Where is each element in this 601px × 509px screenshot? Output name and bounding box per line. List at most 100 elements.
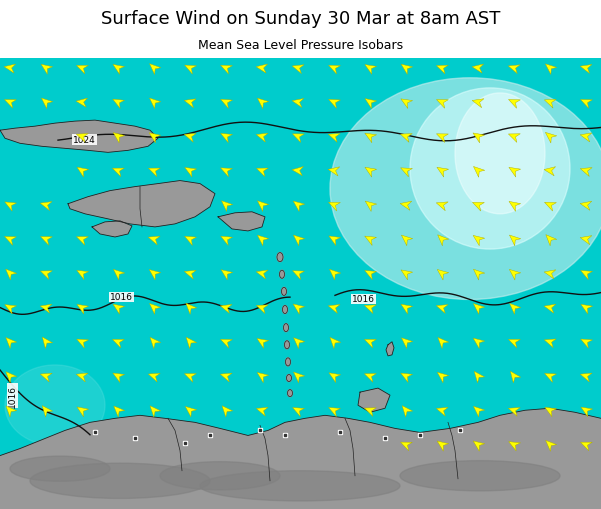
Polygon shape (293, 338, 305, 349)
Polygon shape (364, 374, 376, 382)
Polygon shape (474, 407, 485, 417)
Polygon shape (4, 65, 16, 74)
Polygon shape (221, 237, 233, 246)
Polygon shape (6, 338, 17, 349)
Polygon shape (185, 168, 197, 178)
Polygon shape (113, 373, 124, 383)
Polygon shape (76, 99, 88, 108)
Polygon shape (401, 65, 413, 75)
Polygon shape (184, 100, 196, 108)
Ellipse shape (455, 94, 545, 214)
Polygon shape (148, 169, 160, 177)
Polygon shape (438, 373, 449, 383)
Polygon shape (437, 168, 449, 178)
Polygon shape (68, 181, 215, 228)
Polygon shape (293, 134, 304, 143)
Polygon shape (474, 304, 485, 315)
Polygon shape (329, 373, 341, 383)
Polygon shape (77, 407, 89, 417)
Polygon shape (256, 65, 267, 74)
Polygon shape (0, 121, 158, 153)
Polygon shape (508, 100, 520, 109)
Polygon shape (580, 133, 592, 143)
Polygon shape (580, 236, 592, 245)
Polygon shape (76, 134, 88, 143)
Polygon shape (185, 271, 196, 279)
Polygon shape (149, 270, 160, 280)
Polygon shape (545, 133, 557, 144)
Polygon shape (112, 340, 124, 348)
Polygon shape (77, 305, 88, 315)
Polygon shape (510, 372, 520, 383)
Polygon shape (221, 340, 233, 348)
Polygon shape (545, 203, 557, 212)
Polygon shape (329, 203, 340, 212)
Polygon shape (438, 270, 449, 280)
Polygon shape (438, 337, 449, 349)
Polygon shape (509, 168, 520, 178)
Polygon shape (510, 304, 521, 315)
Polygon shape (41, 65, 53, 75)
Polygon shape (437, 441, 449, 451)
Polygon shape (545, 65, 557, 75)
Polygon shape (365, 134, 377, 144)
Polygon shape (400, 168, 412, 178)
Polygon shape (400, 442, 412, 451)
Polygon shape (436, 203, 448, 211)
Polygon shape (42, 337, 53, 349)
Text: 1024: 1024 (73, 136, 96, 145)
Ellipse shape (400, 461, 560, 491)
Polygon shape (92, 221, 132, 238)
Polygon shape (112, 168, 124, 177)
Polygon shape (509, 270, 520, 280)
Polygon shape (401, 270, 413, 280)
Polygon shape (365, 237, 377, 246)
Polygon shape (256, 270, 268, 279)
Polygon shape (149, 133, 160, 144)
Polygon shape (257, 339, 269, 349)
Polygon shape (436, 100, 448, 109)
Polygon shape (472, 100, 484, 108)
Polygon shape (436, 305, 448, 314)
Text: 1016: 1016 (352, 295, 375, 304)
Polygon shape (474, 372, 485, 383)
Polygon shape (40, 374, 52, 382)
Ellipse shape (287, 390, 293, 397)
Polygon shape (40, 202, 52, 211)
Polygon shape (76, 373, 88, 382)
Polygon shape (150, 99, 161, 109)
Polygon shape (113, 65, 124, 75)
Polygon shape (473, 134, 484, 144)
Polygon shape (293, 202, 305, 212)
Text: 1016: 1016 (110, 293, 133, 302)
Polygon shape (5, 203, 17, 212)
Polygon shape (358, 388, 390, 412)
Polygon shape (221, 168, 233, 178)
Polygon shape (328, 305, 340, 314)
Polygon shape (438, 235, 449, 246)
Polygon shape (257, 236, 269, 246)
Polygon shape (113, 100, 124, 109)
Polygon shape (581, 271, 593, 280)
Polygon shape (292, 66, 304, 74)
Polygon shape (581, 305, 593, 315)
Ellipse shape (285, 358, 290, 366)
Polygon shape (544, 270, 556, 279)
Polygon shape (473, 441, 485, 451)
Polygon shape (257, 99, 269, 109)
Polygon shape (292, 99, 304, 108)
Polygon shape (257, 373, 269, 383)
Polygon shape (364, 408, 376, 416)
Polygon shape (42, 406, 53, 417)
Polygon shape (40, 304, 52, 314)
Polygon shape (329, 236, 341, 246)
Polygon shape (148, 237, 160, 245)
Polygon shape (402, 406, 413, 417)
Polygon shape (473, 338, 485, 349)
Polygon shape (580, 202, 592, 211)
Polygon shape (293, 304, 305, 315)
Polygon shape (508, 340, 520, 348)
Polygon shape (365, 202, 377, 212)
Polygon shape (4, 100, 16, 109)
Polygon shape (436, 408, 448, 416)
